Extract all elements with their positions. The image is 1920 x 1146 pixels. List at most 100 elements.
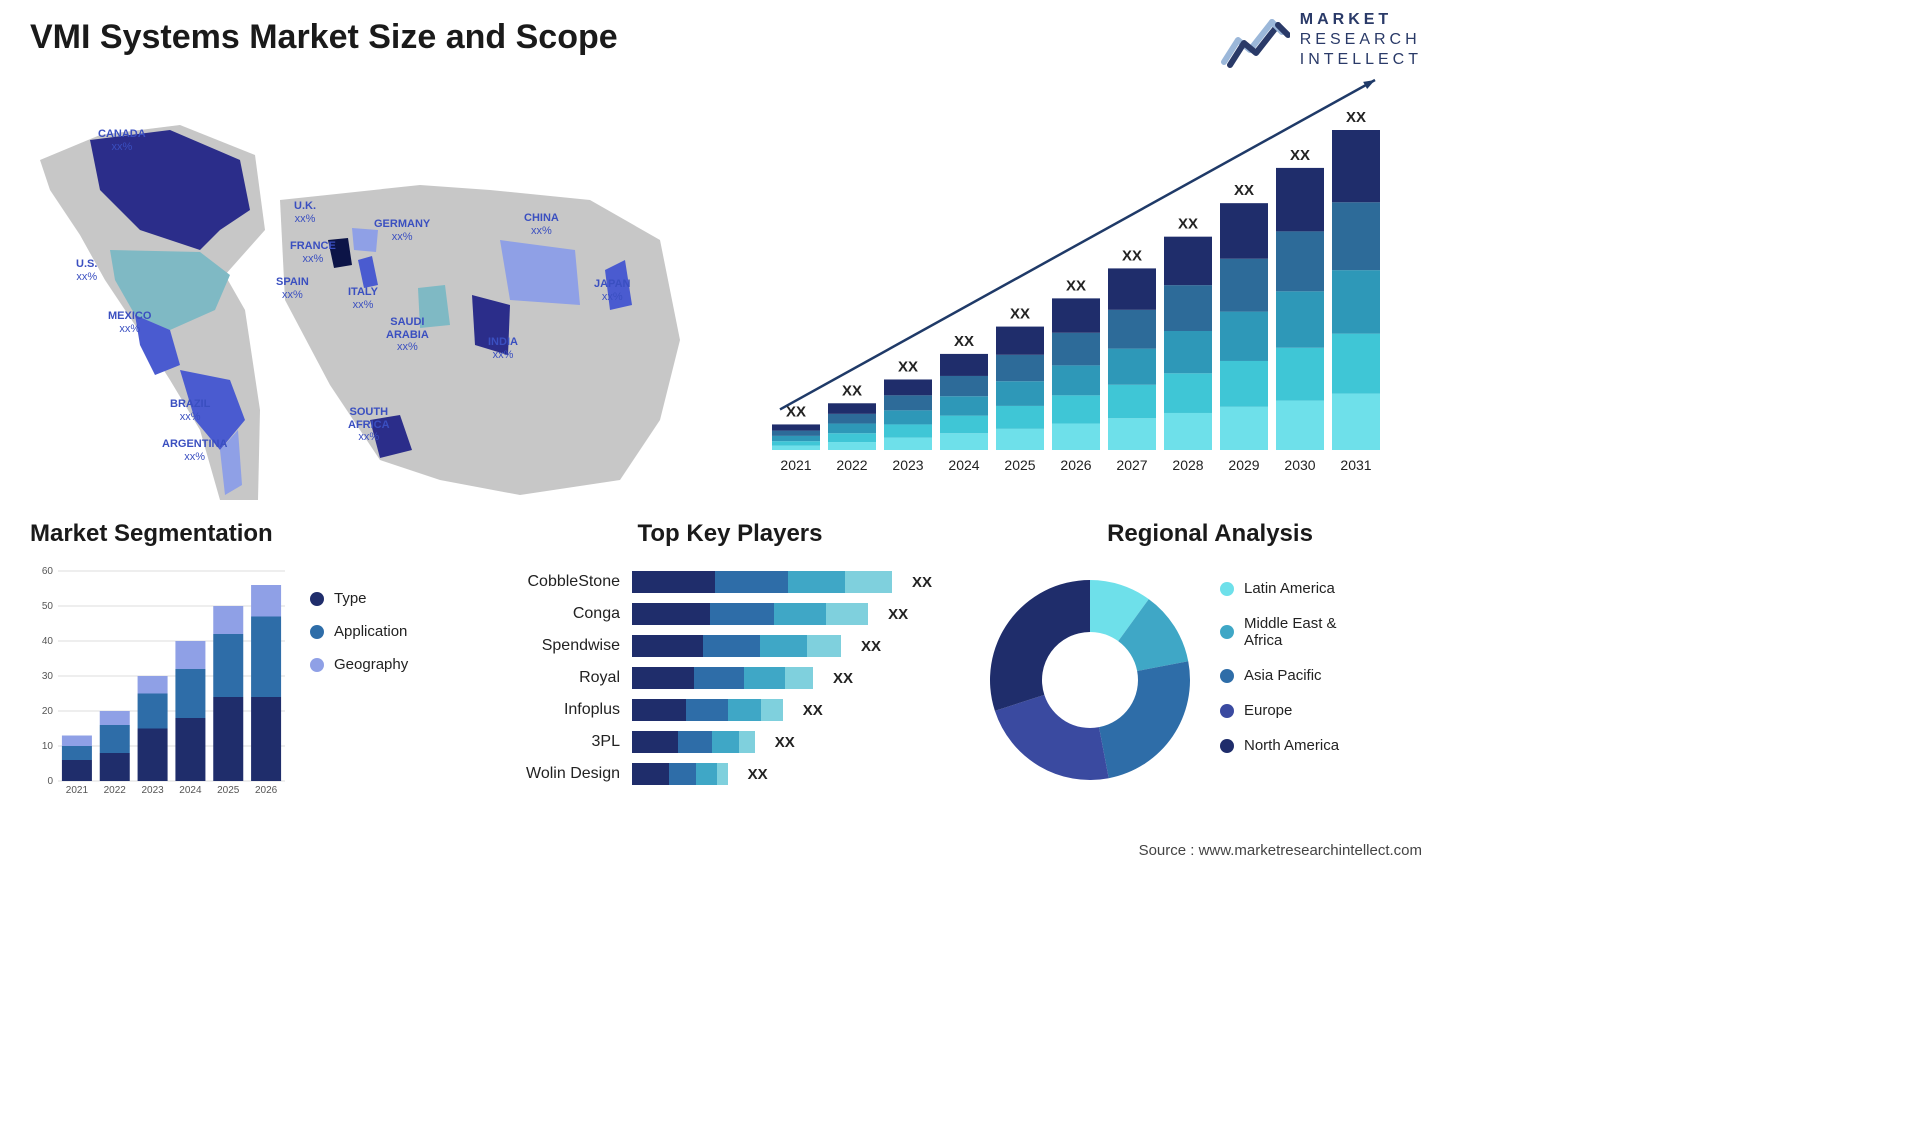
svg-text:2022: 2022 (104, 785, 127, 796)
segmentation-title: Market Segmentation (30, 520, 470, 548)
map-label-germany: GERMANYxx% (374, 218, 430, 243)
svg-text:2023: 2023 (141, 785, 164, 796)
svg-text:2021: 2021 (780, 457, 811, 473)
svg-text:2031: 2031 (1340, 457, 1371, 473)
players-list: CobbleStoneXXCongaXXSpendwiseXXRoyalXXIn… (490, 566, 970, 790)
players-title: Top Key Players (490, 520, 970, 548)
svg-text:2022: 2022 (836, 457, 867, 473)
player-bar (632, 763, 728, 785)
map-label-china: CHINAxx% (524, 212, 559, 237)
svg-text:2021: 2021 (66, 785, 89, 796)
map-label-u-s-: U.S.xx% (76, 258, 97, 283)
svg-text:XX: XX (1178, 216, 1198, 233)
player-name: Royal (490, 669, 620, 687)
svg-text:20: 20 (42, 706, 54, 717)
player-bar (632, 635, 841, 657)
svg-text:2024: 2024 (948, 457, 979, 473)
player-bar (632, 731, 755, 753)
player-row-spendwise: Spendwise XX (490, 630, 970, 662)
player-name: Infoplus (490, 701, 620, 719)
player-name: Wolin Design (490, 765, 620, 783)
svg-text:XX: XX (898, 358, 918, 375)
svg-text:2028: 2028 (1172, 457, 1203, 473)
svg-text:50: 50 (42, 601, 54, 612)
player-bar (632, 667, 813, 689)
region-legend-asia-pacific: Asia Pacific (1220, 667, 1339, 684)
seg-legend-geography: Geography (310, 656, 408, 673)
map-label-mexico: MEXICOxx% (108, 310, 151, 335)
map-label-brazil: BRAZILxx% (170, 398, 210, 423)
world-map: CANADAxx% U.S.xx% MEXICOxx% BRAZILxx% ARGENT… (20, 80, 720, 500)
growth-bar-chart: XX 2021 XX 2022 XX 2023 XX 2024 XX 2025 XX 2026 XX 20… (762, 90, 1422, 490)
svg-text:XX: XX (1066, 277, 1086, 294)
map-label-south-africa: SOUTHAFRICAxx% (348, 406, 390, 444)
player-value: XX (803, 702, 823, 719)
player-name: Conga (490, 605, 620, 623)
player-value: XX (888, 606, 908, 623)
svg-text:10: 10 (42, 741, 54, 752)
svg-text:XX: XX (1290, 147, 1310, 164)
page-title: VMI Systems Market Size and Scope (30, 18, 618, 57)
player-value: XX (912, 574, 932, 591)
svg-text:30: 30 (42, 671, 54, 682)
region-legend-north-america: North America (1220, 737, 1339, 754)
segmentation-panel: Market Segmentation 01020304050602021202… (30, 520, 470, 820)
map-label-saudi-arabia: SAUDIARABIAxx% (386, 316, 429, 354)
region-title: Regional Analysis (990, 520, 1430, 548)
svg-text:40: 40 (42, 636, 54, 647)
svg-text:2030: 2030 (1284, 457, 1315, 473)
svg-text:2027: 2027 (1116, 457, 1147, 473)
player-bar (632, 603, 868, 625)
svg-text:XX: XX (954, 333, 974, 350)
svg-text:2025: 2025 (1004, 457, 1035, 473)
map-label-france: FRANCExx% (290, 240, 336, 265)
player-bar (632, 699, 783, 721)
player-name: 3PL (490, 733, 620, 751)
player-row-royal: Royal XX (490, 662, 970, 694)
logo-line2: RESEARCH (1300, 30, 1422, 50)
logo-line1: MARKET (1300, 10, 1422, 30)
player-row-conga: Conga XX (490, 598, 970, 630)
player-row-cobblestone: CobbleStone XX (490, 566, 970, 598)
map-label-argentina: ARGENTINAxx% (162, 438, 227, 463)
region-legend-middle-east-africa: Middle East &Africa (1220, 615, 1339, 649)
svg-text:2025: 2025 (217, 785, 240, 796)
growth-bar-svg: XX 2021 XX 2022 XX 2023 XX 2024 XX 2025 XX 2026 XX 20… (762, 90, 1422, 490)
player-name: Spendwise (490, 637, 620, 655)
seg-legend-application: Application (310, 623, 408, 640)
svg-text:XX: XX (786, 403, 806, 420)
region-panel: Regional Analysis Latin America Middle Ea… (990, 520, 1430, 820)
map-label-india: INDIAxx% (488, 336, 518, 361)
svg-text:2024: 2024 (179, 785, 202, 796)
players-panel: Top Key Players CobbleStoneXXCongaXXSpen… (490, 520, 970, 820)
player-name: CobbleStone (490, 573, 620, 591)
player-value: XX (748, 766, 768, 783)
player-value: XX (861, 638, 881, 655)
seg-legend-type: Type (310, 590, 408, 607)
svg-text:XX: XX (1010, 306, 1030, 323)
svg-text:XX: XX (842, 382, 862, 399)
map-label-canada: CANADAxx% (98, 128, 146, 153)
svg-text:0: 0 (47, 776, 53, 787)
region-donut (980, 570, 1200, 790)
svg-text:2026: 2026 (255, 785, 278, 796)
player-value: XX (833, 670, 853, 687)
map-label-japan: JAPANxx% (594, 278, 630, 303)
svg-text:2029: 2029 (1228, 457, 1259, 473)
segmentation-chart: 0102030405060202120222023202420252026 (30, 566, 290, 806)
map-label-spain: SPAINxx% (276, 276, 309, 301)
player-row--pl: 3PL XX (490, 726, 970, 758)
svg-text:2023: 2023 (892, 457, 923, 473)
brand-logo: MARKET RESEARCH INTELLECT (1220, 10, 1422, 70)
segmentation-legend: Type Application Geography (310, 590, 408, 689)
svg-text:XX: XX (1234, 182, 1254, 199)
logo-line3: INTELLECT (1300, 50, 1422, 70)
player-bar (632, 571, 892, 593)
player-value: XX (775, 734, 795, 751)
svg-text:2026: 2026 (1060, 457, 1091, 473)
logo-icon (1220, 10, 1290, 70)
map-label-u-k-: U.K.xx% (294, 200, 316, 225)
player-row-infoplus: Infoplus XX (490, 694, 970, 726)
region-legend-latin-america: Latin America (1220, 580, 1339, 597)
svg-text:XX: XX (1346, 109, 1366, 126)
